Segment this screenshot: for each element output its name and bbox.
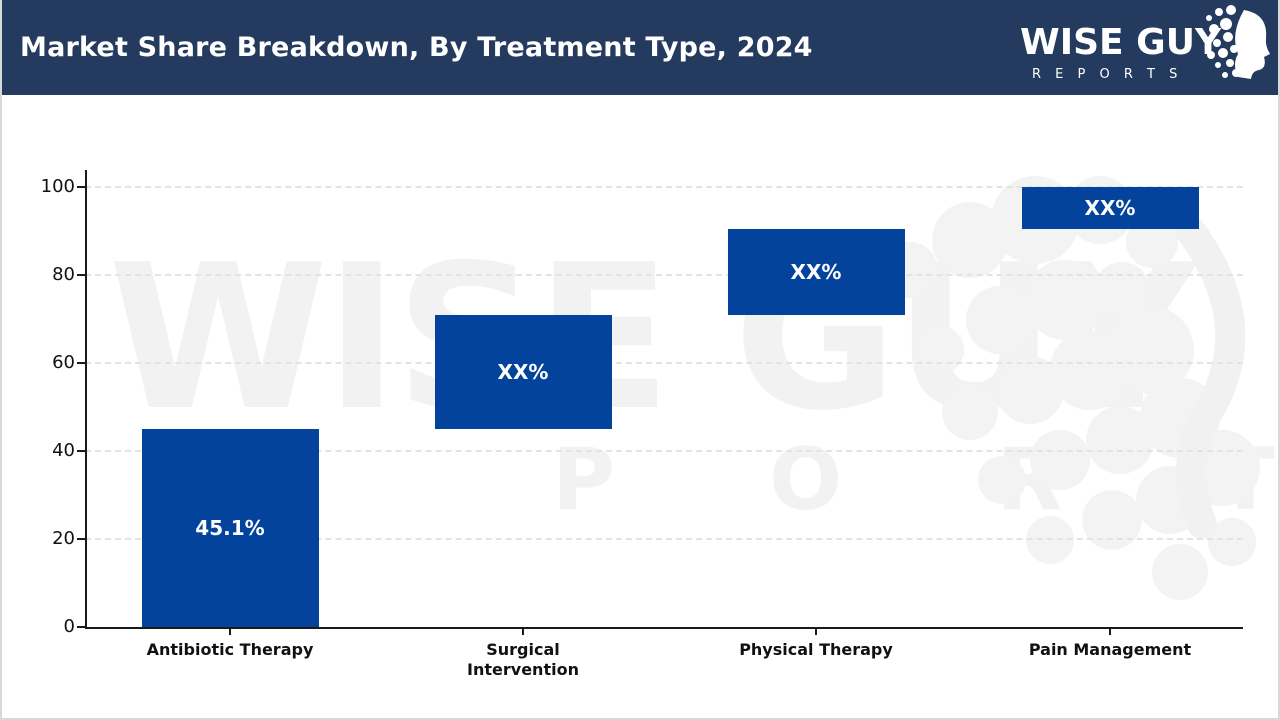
bar: XX% <box>727 228 905 315</box>
x-tick-mark <box>815 629 817 635</box>
y-tick-label: 80 <box>52 264 75 285</box>
x-category-label: Pain Management <box>1028 640 1192 659</box>
x-tick-mark <box>1109 629 1111 635</box>
x-tick-mark <box>229 629 231 635</box>
x-category-label: Surgical Intervention <box>467 640 579 679</box>
x-category-label: Antibiotic Therapy <box>146 640 314 659</box>
y-tick-mark <box>77 362 85 364</box>
bar-value-label: 45.1% <box>195 515 265 540</box>
y-tick-mark <box>77 186 85 188</box>
page-title: Market Share Breakdown, By Treatment Typ… <box>20 32 813 63</box>
logo-subtext: R E P O R T S <box>1032 67 1182 82</box>
y-axis <box>85 170 87 629</box>
y-tick-mark <box>77 274 85 276</box>
y-tick-label: 100 <box>40 176 75 197</box>
bar: 45.1% <box>141 428 319 627</box>
x-category-label: Physical Therapy <box>739 640 893 659</box>
y-gridline <box>85 274 1243 276</box>
y-tick-label: 20 <box>52 528 75 549</box>
y-tick-mark <box>77 626 85 628</box>
y-gridline <box>85 362 1243 364</box>
bar-value-label: XX% <box>497 359 549 384</box>
logo-wordmark: WISE GUY <box>1020 22 1222 63</box>
bar: XX% <box>434 314 612 429</box>
header-bar: Market Share Breakdown, By Treatment Typ… <box>0 0 1280 95</box>
bar-value-label: XX% <box>790 259 842 284</box>
y-tick-mark <box>77 538 85 540</box>
y-tick-mark <box>77 450 85 452</box>
y-gridline <box>85 450 1243 452</box>
y-tick-label: 40 <box>52 440 75 461</box>
y-gridline <box>85 538 1243 540</box>
y-tick-label: 0 <box>63 616 75 637</box>
bar-value-label: XX% <box>1084 195 1136 220</box>
wise-guy-reports-logo: WISE GUY R E P O R T S <box>1020 5 1270 82</box>
x-axis <box>85 627 1243 629</box>
y-gridline <box>85 186 1243 188</box>
y-tick-label: 60 <box>52 352 75 373</box>
x-tick-mark <box>522 629 524 635</box>
bar: XX% <box>1021 187 1199 229</box>
logo-head-dots-icon <box>1203 5 1270 79</box>
